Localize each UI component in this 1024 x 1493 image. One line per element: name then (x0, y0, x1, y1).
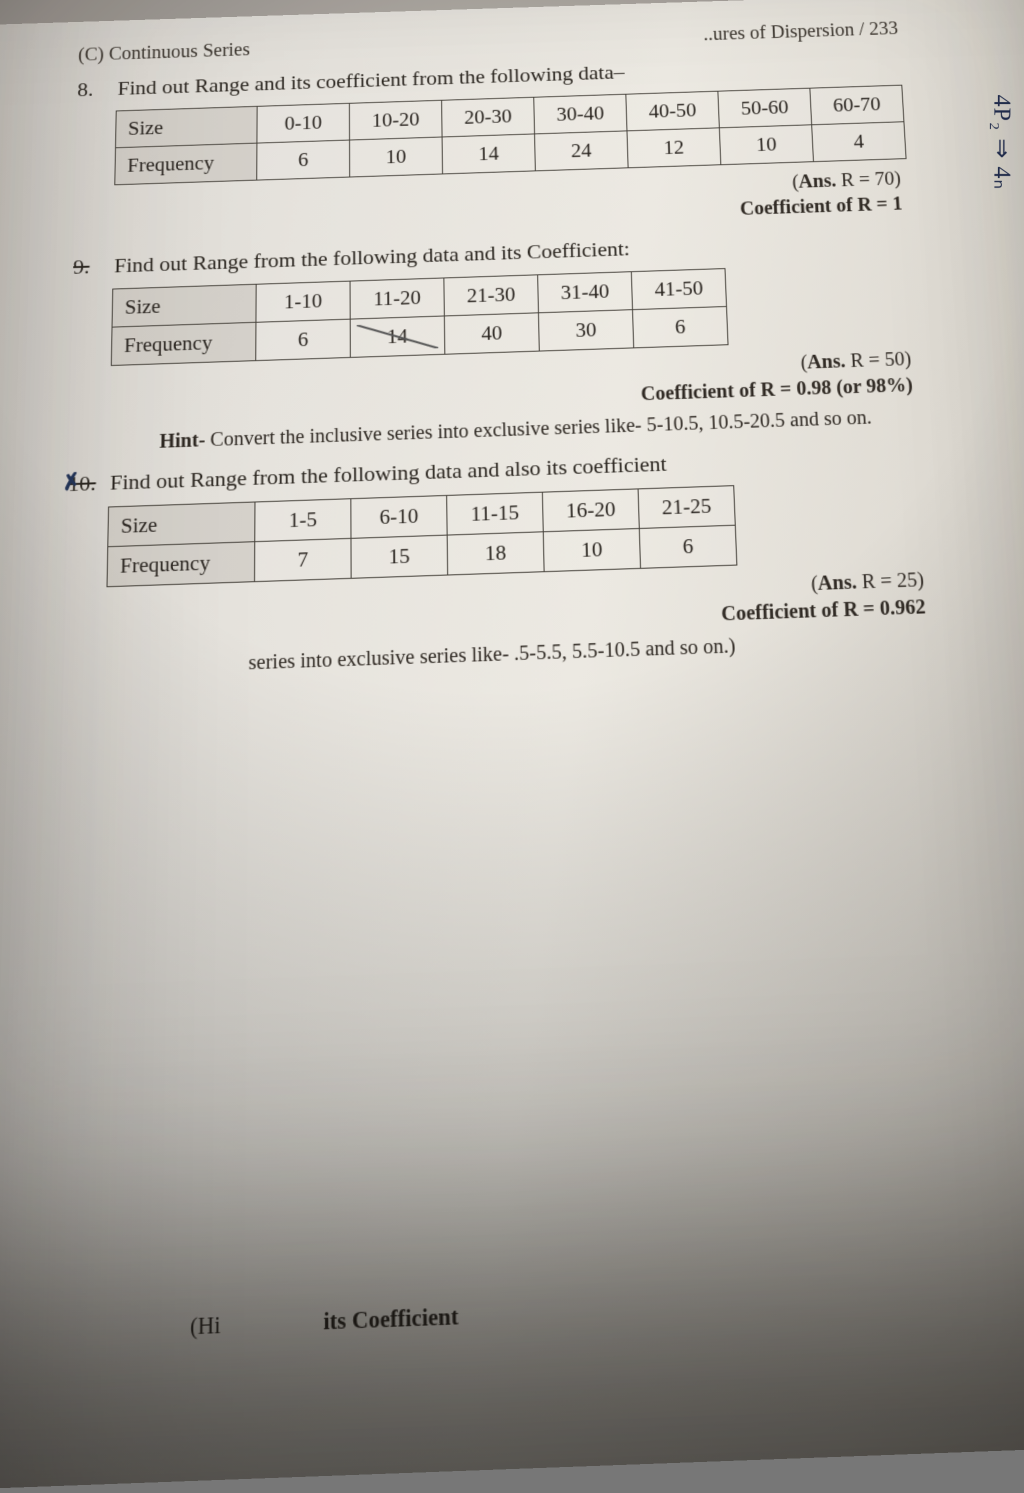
row-header-size: Size (108, 502, 255, 547)
handwritten-margin-note: 4P₂ ⇒ 4ₙ (987, 95, 1016, 190)
q9-text: Find out Range from the following data a… (114, 236, 630, 277)
cell: 14 (350, 316, 445, 357)
cell: 50-60 (718, 88, 812, 128)
cell: 1-5 (255, 498, 351, 541)
cell: 18 (447, 531, 544, 574)
q10-text: Find out Range from the following data a… (110, 451, 667, 495)
q9-table: Size 1-10 11-20 21-30 31-40 41-50 Freque… (111, 268, 729, 366)
cell: 24 (535, 131, 629, 171)
hint-label: Hint- (159, 429, 205, 452)
footer-coeff: its Coefficient (323, 1303, 458, 1336)
cell: 41-50 (631, 268, 726, 309)
cell: 10 (350, 137, 443, 177)
cell: 16-20 (542, 489, 639, 532)
cell: 6 (256, 319, 351, 360)
q8-number: 8. (77, 74, 113, 104)
book-page: (C) Continuous Series ..ures of Dispersi… (0, 0, 1024, 1493)
cell: 30 (538, 309, 633, 350)
cell: 10 (543, 528, 640, 571)
cell: 40 (444, 313, 539, 354)
cell: 0-10 (257, 103, 350, 143)
cell: 14 (442, 134, 535, 174)
cell: 10 (719, 125, 813, 165)
row-header-freq: Frequency (107, 541, 255, 586)
cell: 1-10 (256, 281, 350, 322)
cell: 6 (257, 140, 350, 180)
cell: 12 (627, 128, 721, 168)
q10-table: Size 1-5 6-10 11-15 16-20 21-25 Frequenc… (106, 485, 737, 587)
row-header-freq: Frequency (111, 322, 256, 365)
cell: 40-50 (626, 91, 720, 131)
cell: 20-30 (442, 97, 535, 137)
row-header-size: Size (116, 106, 258, 147)
footer-hi: (Hi (190, 1311, 221, 1340)
q10-number: 10. (68, 467, 105, 500)
cell: 11-15 (447, 492, 544, 535)
cell: 6 (633, 306, 729, 347)
section-label: (C) Continuous Series (78, 40, 250, 66)
q8-text: Find out Range and its coefficient from … (117, 60, 624, 99)
cell: 6-10 (351, 495, 447, 538)
q9-number: 9. (73, 251, 109, 282)
cell: 21-30 (444, 275, 539, 316)
cell: 4 (812, 122, 906, 162)
page-running-title: ..ures of Dispersion / 233 (703, 19, 899, 46)
cell: 6 (639, 525, 737, 568)
cell: 31-40 (538, 271, 633, 312)
cell: 11-20 (350, 278, 444, 319)
cell: 15 (351, 535, 448, 578)
cell: 30-40 (534, 94, 627, 134)
row-header-freq: Frequency (115, 143, 257, 185)
cell: 60-70 (810, 85, 904, 125)
page-content: (C) Continuous Series ..ures of Dispersi… (63, 17, 975, 689)
row-header-size: Size (112, 284, 256, 327)
q8-table: Size 0-10 10-20 20-30 30-40 40-50 50-60 … (114, 85, 906, 186)
cell: 10-20 (349, 100, 442, 140)
page-footer: (Hi its Coefficient (190, 1303, 459, 1342)
cell: 21-25 (638, 485, 735, 528)
cell: 7 (255, 538, 352, 581)
